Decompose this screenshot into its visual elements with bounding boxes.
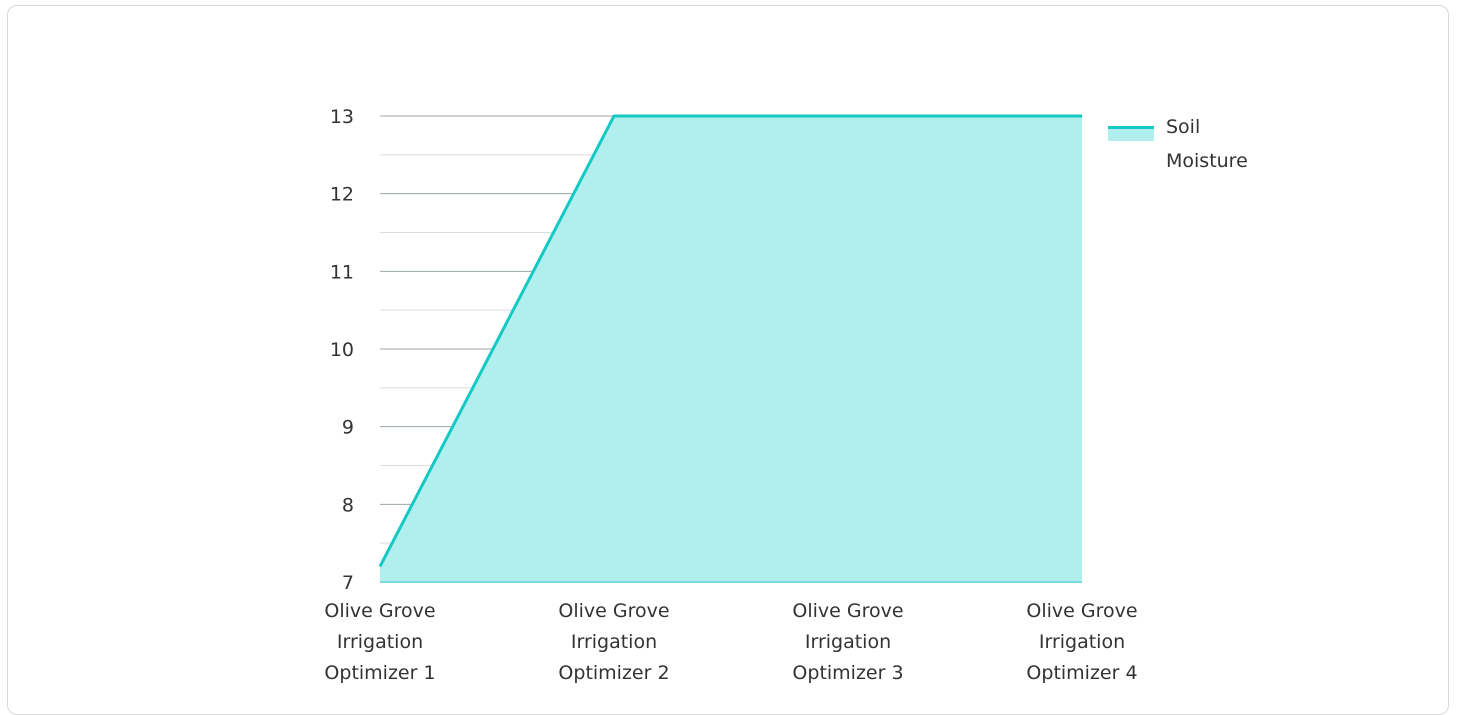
x-axis-category-labels: Olive Grove Irrigation Optimizer 1 Olive Gr… xyxy=(324,600,1137,684)
y-tick-label: 12 xyxy=(330,184,354,206)
x-category-label-2: Olive Grove Irrigation Optimizer 2 xyxy=(558,600,669,684)
series-line-soil-moisture xyxy=(378,114,1082,568)
y-tick-label: 9 xyxy=(342,417,354,439)
y-tick-label: 7 xyxy=(342,572,354,594)
x-category-label-1: Olive Grove Irrigation Optimizer 1 xyxy=(324,600,435,684)
soil-moisture-chart: 7 8 9 10 11 12 13 Olive Grove Irrigation Optimiz… xyxy=(324,106,1248,684)
y-tick-label: 10 xyxy=(330,339,354,361)
legend-swatch-fill xyxy=(1108,127,1154,141)
legend-label-line-2: Moisture xyxy=(1166,150,1248,172)
legend: Soil Moisture xyxy=(1108,116,1248,172)
y-tick-label: 8 xyxy=(342,494,354,516)
legend-label-line-1: Soil xyxy=(1166,116,1200,138)
y-tick-label: 11 xyxy=(330,261,354,283)
x-category-label-3: Olive Grove Irrigation Optimizer 3 xyxy=(792,600,903,684)
legend-swatch-line xyxy=(1108,126,1154,129)
y-tick-label: 13 xyxy=(330,106,354,128)
y-axis-tick-labels: 7 8 9 10 11 12 13 xyxy=(330,106,354,594)
x-category-label-4: Olive Grove Irrigation Optimizer 4 xyxy=(1026,600,1137,684)
series-area-soil-moisture xyxy=(380,116,1082,582)
